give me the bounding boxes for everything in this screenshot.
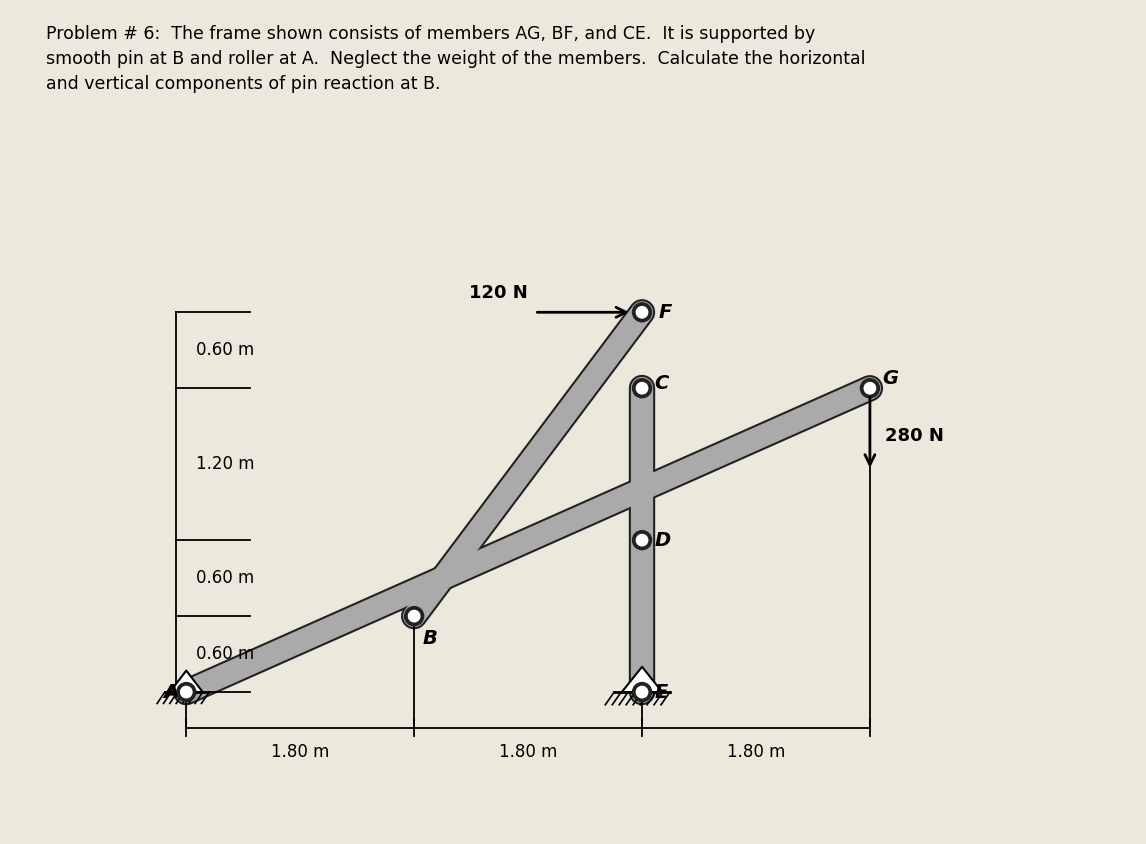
Text: 0.60 m: 0.60 m: [196, 341, 254, 360]
Circle shape: [861, 379, 879, 398]
Circle shape: [633, 303, 652, 322]
Text: A: A: [164, 683, 179, 701]
Circle shape: [176, 683, 196, 701]
Circle shape: [633, 531, 652, 549]
Circle shape: [636, 382, 647, 394]
Circle shape: [636, 534, 647, 546]
Text: 1.80 m: 1.80 m: [499, 743, 557, 760]
Circle shape: [633, 683, 652, 701]
Circle shape: [633, 379, 652, 398]
Polygon shape: [622, 667, 662, 692]
Text: F: F: [659, 303, 672, 322]
Text: B: B: [423, 630, 438, 648]
Polygon shape: [170, 670, 203, 692]
Text: 0.60 m: 0.60 m: [196, 645, 254, 663]
Circle shape: [864, 382, 876, 394]
Text: 1.80 m: 1.80 m: [727, 743, 785, 760]
Text: 1.20 m: 1.20 m: [196, 455, 254, 473]
Text: 120 N: 120 N: [470, 284, 528, 302]
Text: 280 N: 280 N: [885, 427, 944, 446]
Circle shape: [636, 306, 647, 318]
Circle shape: [636, 686, 647, 698]
Text: C: C: [654, 374, 669, 392]
Text: 0.60 m: 0.60 m: [196, 569, 254, 587]
Text: D: D: [654, 531, 670, 549]
Text: 1.80 m: 1.80 m: [270, 743, 329, 760]
Text: G: G: [882, 369, 898, 387]
Text: Problem # 6:  The frame shown consists of members AG, BF, and CE.  It is support: Problem # 6: The frame shown consists of…: [46, 25, 865, 94]
Text: E: E: [654, 683, 668, 701]
Circle shape: [408, 610, 419, 622]
Circle shape: [405, 607, 424, 625]
Circle shape: [181, 686, 193, 698]
